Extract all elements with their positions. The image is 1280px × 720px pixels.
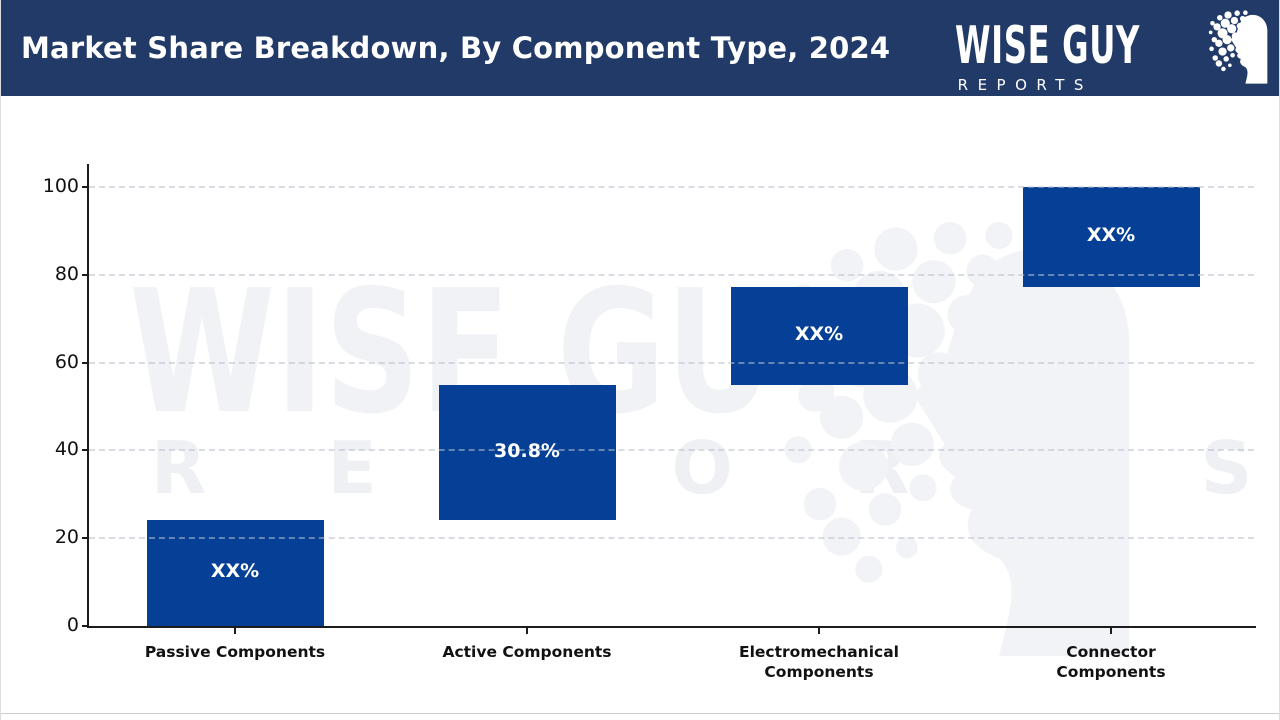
y-tick-label: 60 [54,350,79,373]
bar-value-label: XX% [794,323,844,346]
x-category-label: Electromechanical Components [673,642,965,682]
gridline [89,361,1254,364]
y-tick-label: 80 [54,262,79,285]
brand-wordmark: WISE GUY [954,16,1140,76]
brand-logo: WISE GUY REPORTS [955,6,1271,94]
bar-value-label: 30.8% [494,439,560,462]
gridline [89,449,1254,452]
x-category-line: Components [764,663,874,681]
header: Market Share Breakdown, By Component Typ… [1,0,1279,96]
x-tick [818,627,820,634]
y-tick-label: 40 [54,438,79,461]
x-category-line: Electromechanical [739,643,899,661]
x-category-line: Connector [1066,643,1156,661]
gridline [89,186,1254,188]
brand-text: WISE GUY REPORTS [955,20,1253,94]
x-axis-spine [87,626,1256,628]
brand-reports-label: REPORTS [957,76,1093,94]
y-tick [82,273,89,276]
y-tick [82,537,89,540]
x-tick [234,627,236,634]
y-tick-label: 0 [66,614,79,636]
x-category-line: Passive Components [144,643,326,661]
y-tick-label: 20 [54,526,79,549]
x-category-line: Active Components [442,643,612,661]
y-tick [82,449,89,452]
bar-value-label: XX% [1086,224,1136,247]
x-tick [1110,627,1112,634]
x-tick [526,627,528,634]
y-tick [82,361,89,364]
y-axis-spine [87,164,89,628]
x-category-label: Passive Components [89,642,381,662]
y-tick [82,625,89,627]
page-title: Market Share Breakdown, By Component Typ… [21,31,891,65]
bar-segment [438,384,616,521]
gridline [89,537,1254,540]
brand-head-icon [1208,10,1268,84]
x-category-label: Connector Components [965,642,1257,682]
x-category-line: Components [1056,663,1166,681]
y-tick [82,186,89,188]
bar-value-label: XX% [210,560,260,583]
x-category-label: Active Components [381,642,673,662]
y-tick-label: 100 [42,175,79,197]
page-bottom-divider [1,713,1279,714]
gridline [89,273,1254,276]
